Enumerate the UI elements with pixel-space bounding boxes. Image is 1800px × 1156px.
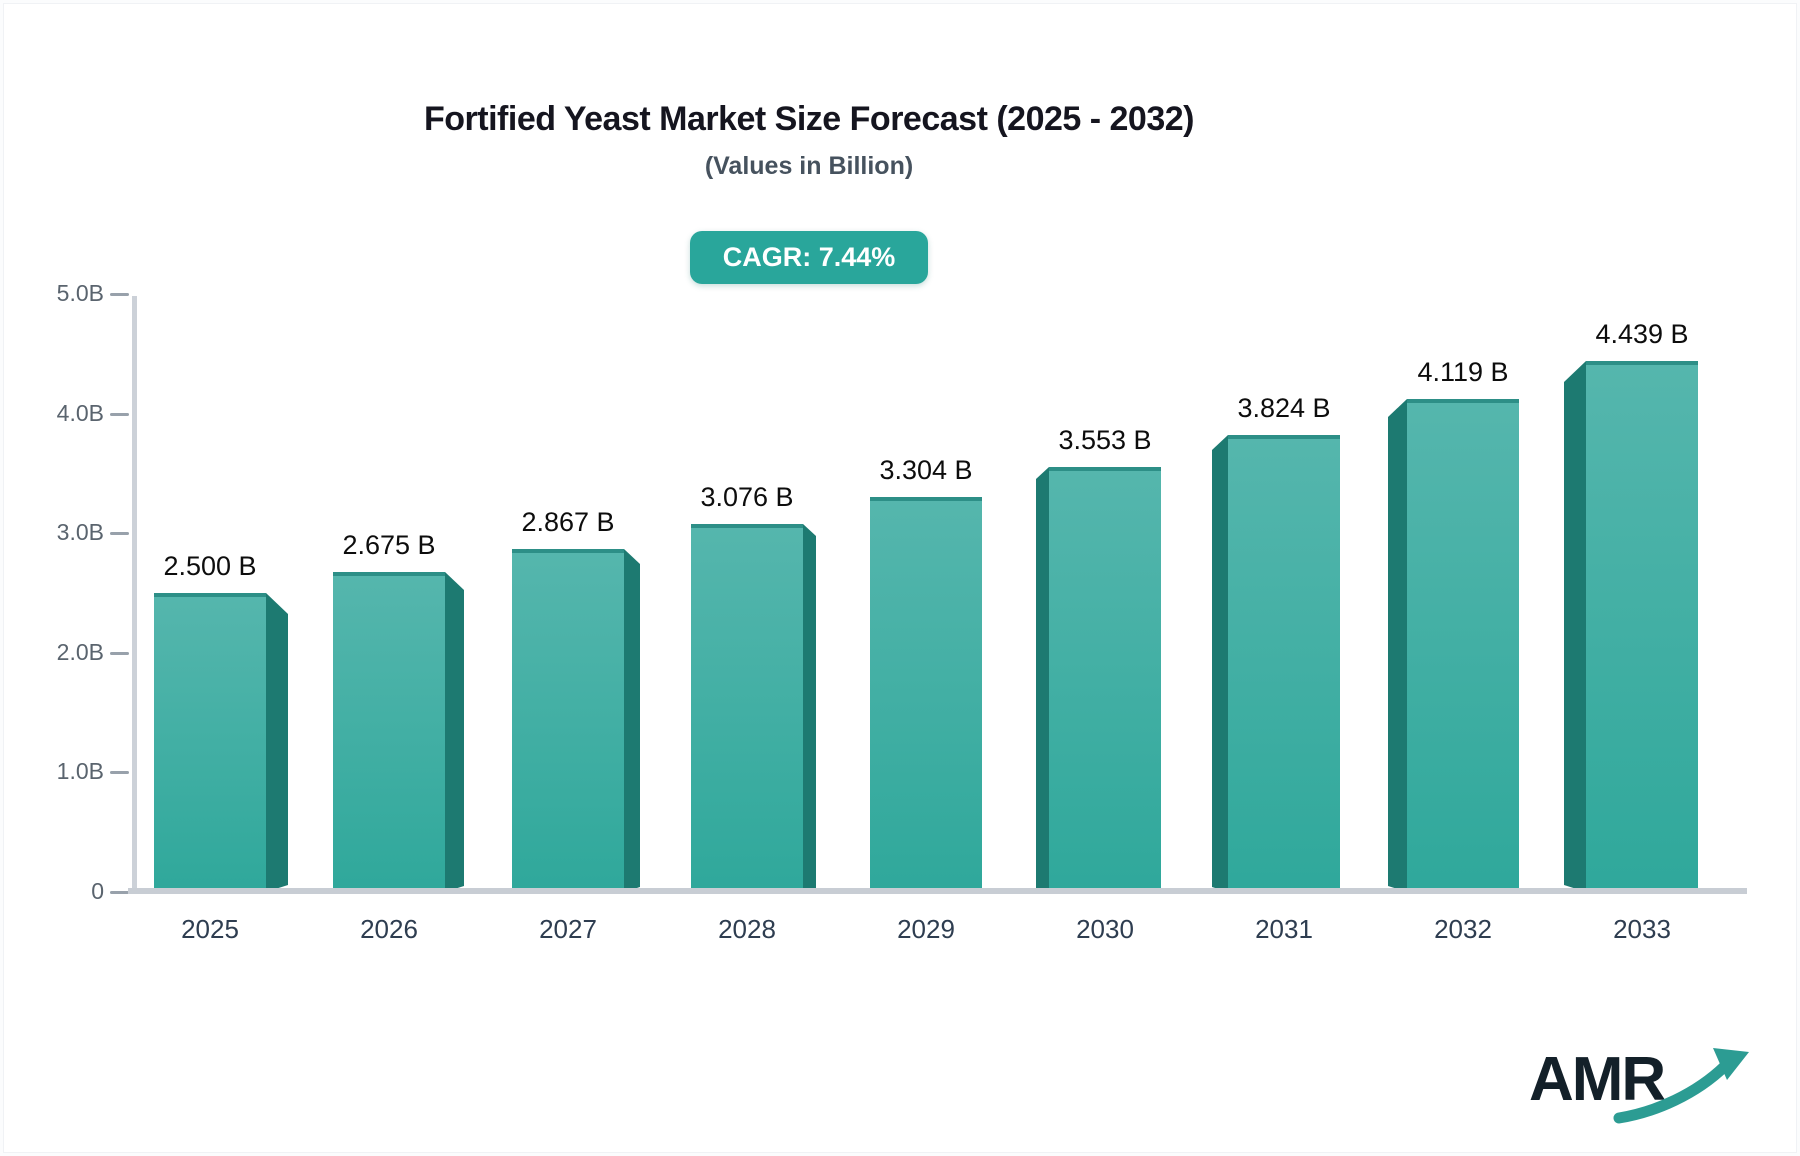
y-tick-dash [110,412,129,416]
x-axis-label: 2027 [539,914,597,944]
bar-value-label: 2.675 B [342,530,436,560]
amr-logo-text: AMR [1529,1045,1666,1114]
y-tick-dash [110,891,129,894]
bar-face [333,572,445,892]
y-tick-dash [110,532,129,536]
y-tick-label: 0 [91,878,104,904]
cagr-badge-label: CAGR: 7.44% [722,242,896,272]
bar-value-label: 3.076 B [700,482,794,512]
x-axis-line [128,888,1747,894]
x-axis-label: 2031 [1255,914,1313,944]
bar-side [1212,435,1228,892]
bar-face [1407,399,1519,892]
x-axis-label: 2033 [1613,914,1671,944]
y-tick-label: 2.0B [56,638,104,665]
bar-face [512,549,624,892]
x-axis-label: 2032 [1434,914,1492,944]
x-axis-label: 2026 [360,914,418,944]
y-tick-label: 4.0B [56,399,104,426]
bar-face [1228,435,1340,892]
y-tick-dash [110,771,129,775]
bar-group [1388,399,1519,892]
bar-value-label: 3.824 B [1237,393,1331,423]
bar-group [154,593,288,892]
y-tick-dash [110,651,129,655]
chart-card: Fortified Yeast Market Size Forecast (20… [3,3,1797,1153]
y-axis-line [132,296,137,892]
cagr-badge: CAGR: 7.44% [690,231,928,284]
bar-side [624,549,640,892]
chart-subtitle: (Values in Billion) [704,152,914,180]
bar-group [1564,361,1698,892]
bar-side [1564,361,1586,892]
chart-title: Fortified Yeast Market Size Forecast (20… [424,100,1194,138]
y-tick-dash [110,293,129,296]
x-axis-label: 2025 [181,914,239,944]
bar-side [803,524,816,892]
y-tick-label: 5.0B [56,280,104,306]
x-axis-label: 2029 [897,914,955,944]
bar-face [1049,467,1161,892]
bar-side [1388,399,1407,892]
bar-group [1212,435,1340,892]
bar-value-label: 4.119 B [1417,357,1509,387]
y-tick-label: 3.0B [56,519,104,546]
bar-value-label: 4.439 B [1595,319,1689,349]
bar-group [691,524,816,892]
x-axis-label: 2030 [1076,914,1134,944]
bar-face [870,497,982,892]
bar-face [154,593,266,892]
amr-logo: AMR [1529,1044,1764,1130]
bar-side [1036,467,1049,892]
trend-arrow-icon [1613,1048,1749,1124]
bar-value-label: 2.867 B [521,507,615,537]
bar-face [1586,361,1698,892]
bar-side [445,572,464,892]
bar-value-label: 3.553 B [1058,425,1152,455]
y-tick-label: 1.0B [56,758,104,785]
bar-group [1036,467,1161,892]
bar-face [691,524,803,892]
bar-side [266,593,288,892]
bar-value-label: 2.500 B [163,551,257,581]
x-axis-label: 2028 [718,914,776,944]
bar-group [333,572,464,892]
bar-group [870,497,982,892]
bar-value-label: 3.304 B [879,455,973,485]
bar-group [512,549,640,892]
